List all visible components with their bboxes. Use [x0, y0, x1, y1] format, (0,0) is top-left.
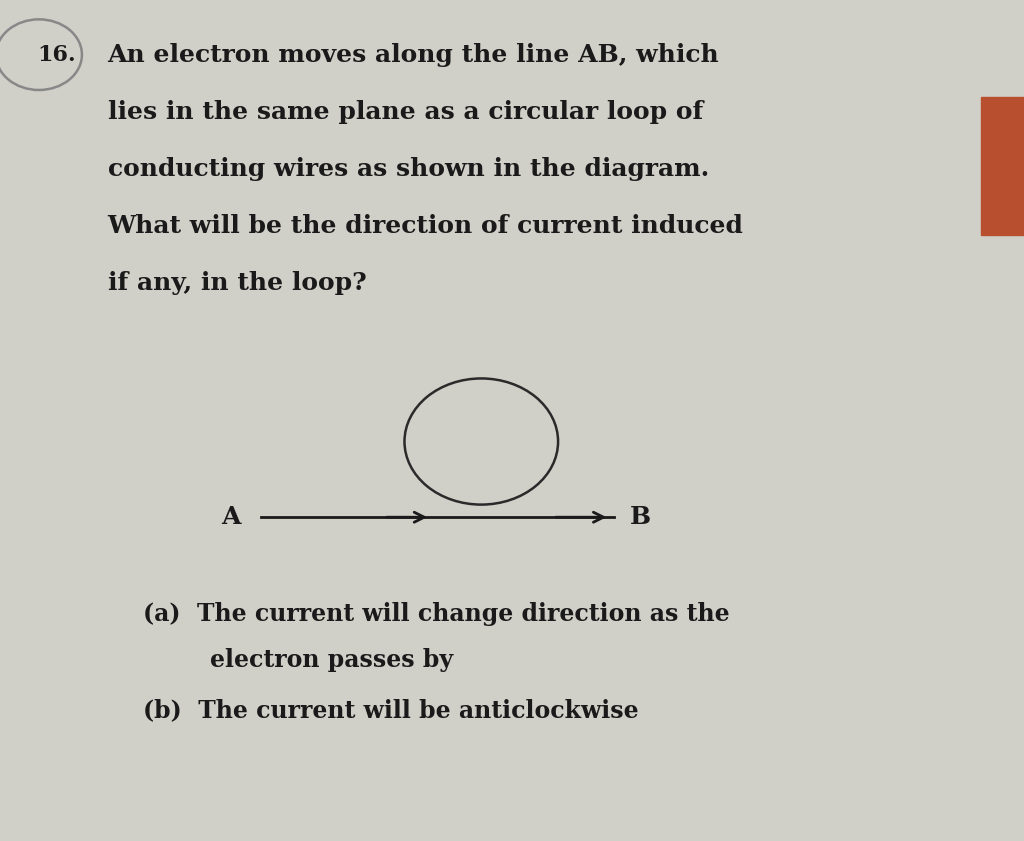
- Text: A: A: [221, 505, 241, 529]
- Text: An electron moves along the line AB, which: An electron moves along the line AB, whi…: [108, 43, 719, 66]
- Text: lies in the same plane as a circular loop of: lies in the same plane as a circular loo…: [108, 100, 702, 124]
- Text: (b)  The current will be anticlockwise: (b) The current will be anticlockwise: [143, 699, 639, 722]
- Bar: [981, 97, 1024, 235]
- Text: (a)  The current will change direction as the: (a) The current will change direction as…: [143, 602, 730, 626]
- Text: electron passes by: electron passes by: [210, 648, 453, 672]
- Text: if any, in the loop?: if any, in the loop?: [108, 272, 367, 295]
- Text: B: B: [630, 505, 651, 529]
- Text: conducting wires as shown in the diagram.: conducting wires as shown in the diagram…: [108, 157, 709, 181]
- Text: What will be the direction of current induced: What will be the direction of current in…: [108, 214, 743, 238]
- Text: 16.: 16.: [37, 44, 76, 66]
